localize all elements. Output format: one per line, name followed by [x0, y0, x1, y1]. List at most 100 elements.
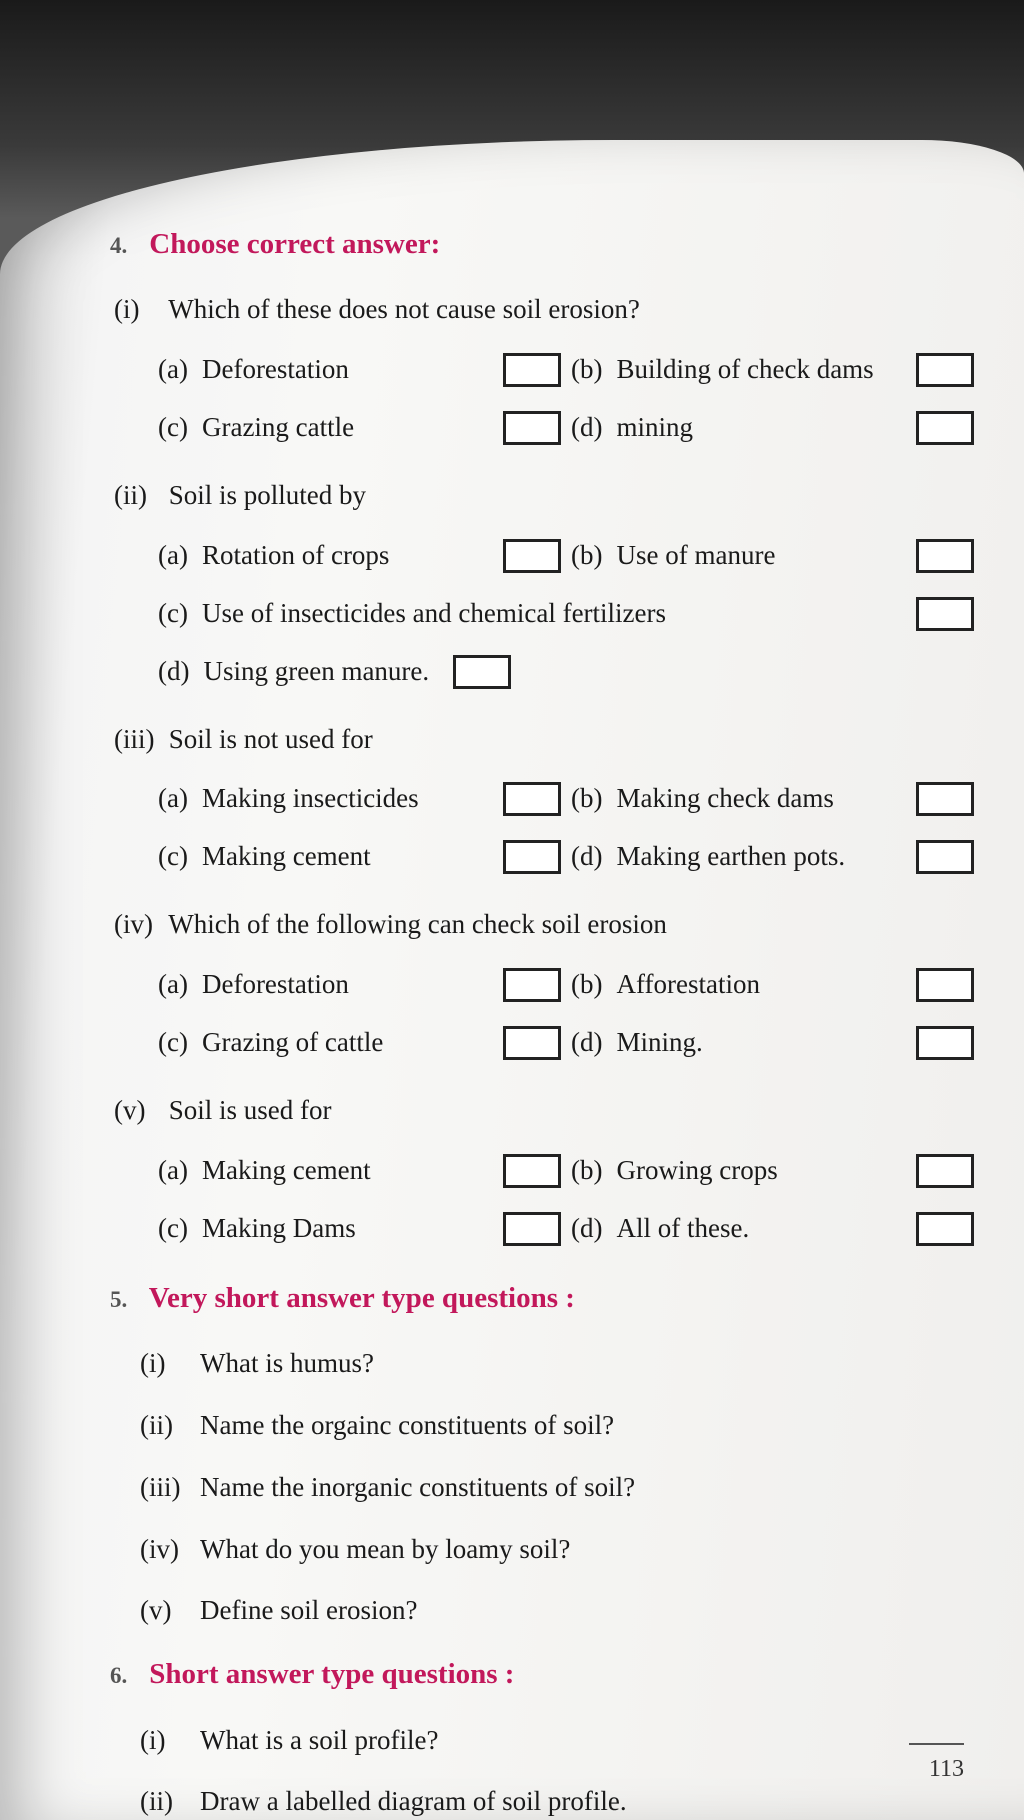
list-item: (ii) Name the orgainc constituents of so… — [140, 1403, 974, 1449]
option-a: (a) Rotation of crops — [158, 533, 561, 579]
option-label: (a) — [158, 776, 188, 822]
checkbox[interactable] — [453, 655, 511, 689]
option-label: (a) — [158, 962, 188, 1008]
option-label: (a) — [158, 533, 188, 579]
book-page: 4. Choose correct answer: (i) Which of t… — [0, 140, 1024, 1820]
question-iv: (iv) Which of the following can check so… — [120, 902, 974, 1066]
section-number: 6. — [110, 1656, 136, 1695]
option-label: (d) — [571, 1020, 602, 1066]
question-number: (v) — [114, 1088, 162, 1134]
checkbox[interactable] — [916, 1026, 974, 1060]
question-text: Soil is used for — [169, 1095, 332, 1125]
option-label: (d) — [158, 649, 189, 695]
checkbox[interactable] — [916, 411, 974, 445]
question-text-row: (v) Soil is used for — [114, 1088, 974, 1134]
option-text: Making cement — [202, 834, 489, 880]
option-a: (a) Deforestation — [158, 347, 561, 393]
checkbox[interactable] — [503, 1212, 561, 1246]
option-b: (b) Building of check dams — [571, 347, 974, 393]
question-text-row: (i) Which of these does not cause soil e… — [114, 287, 974, 333]
checkbox[interactable] — [503, 840, 561, 874]
options-grid: (a) Making insecticides (b) Making check… — [158, 776, 974, 880]
checkbox[interactable] — [916, 539, 974, 573]
item-text: What is a soil profile? — [200, 1718, 438, 1764]
checkbox[interactable] — [503, 539, 561, 573]
options-grid: (a) Deforestation (b) Afforestation (c) … — [158, 962, 974, 1066]
list-item: (ii) Draw a labelled diagram of soil pro… — [140, 1779, 974, 1820]
question-text-row: (ii) Soil is polluted by — [114, 473, 974, 519]
option-label: (b) — [571, 1148, 602, 1194]
checkbox[interactable] — [503, 1154, 561, 1188]
question-text: Which of these does not cause soil erosi… — [168, 294, 640, 324]
item-text: Draw a labelled diagram of soil profile. — [200, 1779, 627, 1820]
option-label: (b) — [571, 533, 602, 579]
checkbox[interactable] — [503, 968, 561, 1002]
option-d: (d) Mining. — [571, 1020, 974, 1066]
option-text: Making earthen pots. — [616, 834, 902, 880]
option-d: (d) mining — [571, 405, 974, 451]
option-text: Building of check dams — [616, 347, 902, 393]
checkbox[interactable] — [503, 411, 561, 445]
checkbox[interactable] — [916, 840, 974, 874]
checkbox[interactable] — [916, 782, 974, 816]
list-item: (iii) Name the inorganic constituents of… — [140, 1465, 974, 1511]
option-label: (b) — [571, 776, 602, 822]
option-label: (c) — [158, 834, 188, 880]
option-d: (d) All of these. — [571, 1206, 974, 1252]
option-text: Deforestation — [202, 962, 489, 1008]
item-number: (i) — [140, 1341, 190, 1387]
checkbox[interactable] — [916, 1154, 974, 1188]
option-c: (c) Grazing cattle — [158, 405, 561, 451]
option-text: Use of manure — [616, 533, 902, 579]
options-grid: (a) Deforestation (b) Building of check … — [158, 347, 974, 451]
checkbox[interactable] — [503, 782, 561, 816]
option-a: (a) Making insecticides — [158, 776, 561, 822]
question-text: Soil is not used for — [169, 724, 373, 754]
option-d: (d) Using green manure. — [158, 649, 974, 695]
question-v: (v) Soil is used for (a) Making cement (… — [120, 1088, 974, 1252]
option-text: Use of insecticides and chemical fertili… — [202, 591, 902, 637]
item-number: (ii) — [140, 1779, 190, 1820]
list-item: (iv) What do you mean by loamy soil? — [140, 1527, 974, 1573]
section-heading: 5. Very short answer type questions : — [110, 1274, 974, 1323]
checkbox[interactable] — [503, 353, 561, 387]
option-text: Making insecticides — [202, 776, 489, 822]
photo-background: 4. Choose correct answer: (i) Which of t… — [0, 0, 1024, 1820]
item-number: (iv) — [140, 1527, 190, 1573]
checkbox[interactable] — [916, 968, 974, 1002]
option-a: (a) Deforestation — [158, 962, 561, 1008]
checkbox[interactable] — [916, 1212, 974, 1246]
option-text: Deforestation — [202, 347, 489, 393]
section-number: 4. — [110, 226, 136, 265]
question-text-row: (iv) Which of the following can check so… — [114, 902, 974, 948]
item-number: (iii) — [140, 1465, 190, 1511]
option-text: mining — [616, 405, 902, 451]
option-label: (b) — [571, 962, 602, 1008]
option-label: (c) — [158, 1020, 188, 1066]
option-label: (d) — [571, 1206, 602, 1252]
option-label: (a) — [158, 347, 188, 393]
section-6: 6. Short answer type questions : (i) Wha… — [110, 1650, 974, 1820]
section-heading: 6. Short answer type questions : — [110, 1650, 974, 1699]
option-label: (a) — [158, 1148, 188, 1194]
option-text: Using green manure. — [203, 649, 429, 695]
checkbox[interactable] — [916, 597, 974, 631]
option-b: (b) Making check dams — [571, 776, 974, 822]
question-number: (ii) — [114, 473, 162, 519]
option-d: (d) Making earthen pots. — [571, 834, 974, 880]
question-number: (iv) — [114, 902, 162, 948]
checkbox[interactable] — [916, 353, 974, 387]
section-title: Very short answer type questions : — [149, 1282, 575, 1314]
item-text: Name the inorganic constituents of soil? — [200, 1465, 635, 1511]
question-list: (i) What is humus? (ii) Name the orgainc… — [140, 1341, 974, 1634]
option-label: (c) — [158, 405, 188, 451]
option-b: (b) Use of manure — [571, 533, 974, 579]
option-label: (d) — [571, 834, 602, 880]
option-label: (b) — [571, 347, 602, 393]
option-text: Making check dams — [616, 776, 902, 822]
checkbox[interactable] — [503, 1026, 561, 1060]
question-text-row: (iii) Soil is not used for — [114, 717, 974, 763]
option-text: Making cement — [202, 1148, 489, 1194]
options-grid: (a) Rotation of crops (b) Use of manure … — [158, 533, 974, 695]
item-text: What is humus? — [200, 1341, 374, 1387]
